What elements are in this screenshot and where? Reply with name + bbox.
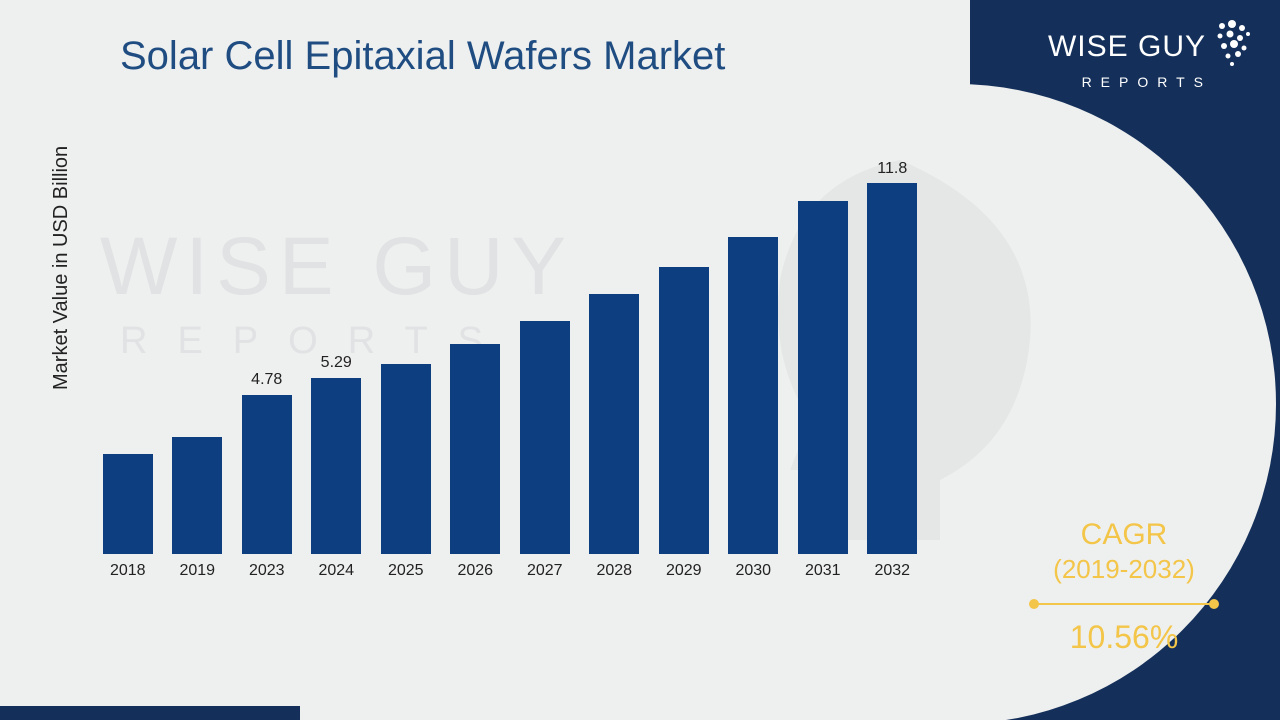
logo-sub-text: REPORTS [1048, 74, 1212, 90]
bar-group: 11.8 2032 [865, 160, 921, 580]
bar-group: 2031 [795, 160, 851, 580]
bar [867, 183, 917, 554]
cagr-value: 10.56% [1004, 619, 1244, 656]
bar [520, 321, 570, 554]
bar [659, 267, 709, 554]
logo-main-text: WISE GUY [1048, 30, 1206, 64]
bar-group: 2019 [170, 160, 226, 580]
bottom-accent-bar [0, 706, 300, 720]
bar-group: 4.78 2023 [239, 160, 295, 580]
bar [103, 454, 153, 554]
bar-group: 2026 [448, 160, 504, 580]
logo: WISE GUY REPORTS [1048, 18, 1256, 90]
bar [728, 237, 778, 554]
bar-x-label: 2029 [666, 562, 702, 580]
bar-group: 2025 [378, 160, 434, 580]
page-root: Solar Cell Epitaxial Wafers Market WISE … [0, 0, 1280, 720]
bar-value-label: 4.78 [251, 371, 282, 391]
bar-group: 2029 [656, 160, 712, 580]
bar-group: 2028 [587, 160, 643, 580]
cagr-title: CAGR [1004, 518, 1244, 552]
bar-group: 2027 [517, 160, 573, 580]
bars-container: 2018 2019 4.78 2023 5.29 2024 2025 2026 2027 2028… [100, 160, 920, 580]
bar-value-label: 5.29 [321, 354, 352, 374]
bar [450, 344, 500, 554]
bar-x-label: 2031 [805, 562, 841, 580]
bar-x-label: 2018 [110, 562, 146, 580]
bar-x-label: 2032 [874, 562, 910, 580]
bar-x-label: 2023 [249, 562, 285, 580]
bar [589, 294, 639, 554]
y-axis-label: Market Value in USD Billion [50, 146, 73, 390]
bar [381, 364, 431, 554]
bar [311, 378, 361, 554]
cagr-divider [1034, 603, 1214, 605]
bar-x-label: 2030 [735, 562, 771, 580]
bar-x-label: 2025 [388, 562, 424, 580]
bar [798, 201, 848, 554]
chart-title: Solar Cell Epitaxial Wafers Market [120, 34, 725, 79]
bar-x-label: 2019 [179, 562, 215, 580]
bar-group: 2030 [726, 160, 782, 580]
brain-icon [1212, 18, 1256, 76]
bar-x-label: 2028 [596, 562, 632, 580]
cagr-years: (2019-2032) [1004, 554, 1244, 585]
cagr-block: CAGR (2019-2032) 10.56% [1004, 518, 1244, 656]
chart-area: Market Value in USD Billion 201820194.78… [70, 160, 920, 620]
bar-group: 5.29 2024 [309, 160, 365, 580]
bar-x-label: 2026 [457, 562, 493, 580]
bar-value-label: 11.8 [877, 160, 907, 179]
bar-group: 2018 [100, 160, 156, 580]
bar-x-label: 2027 [527, 562, 563, 580]
bar [172, 437, 222, 554]
bar [242, 395, 292, 554]
logo-main-row: WISE GUY [1048, 18, 1256, 76]
bar-x-label: 2024 [318, 562, 354, 580]
